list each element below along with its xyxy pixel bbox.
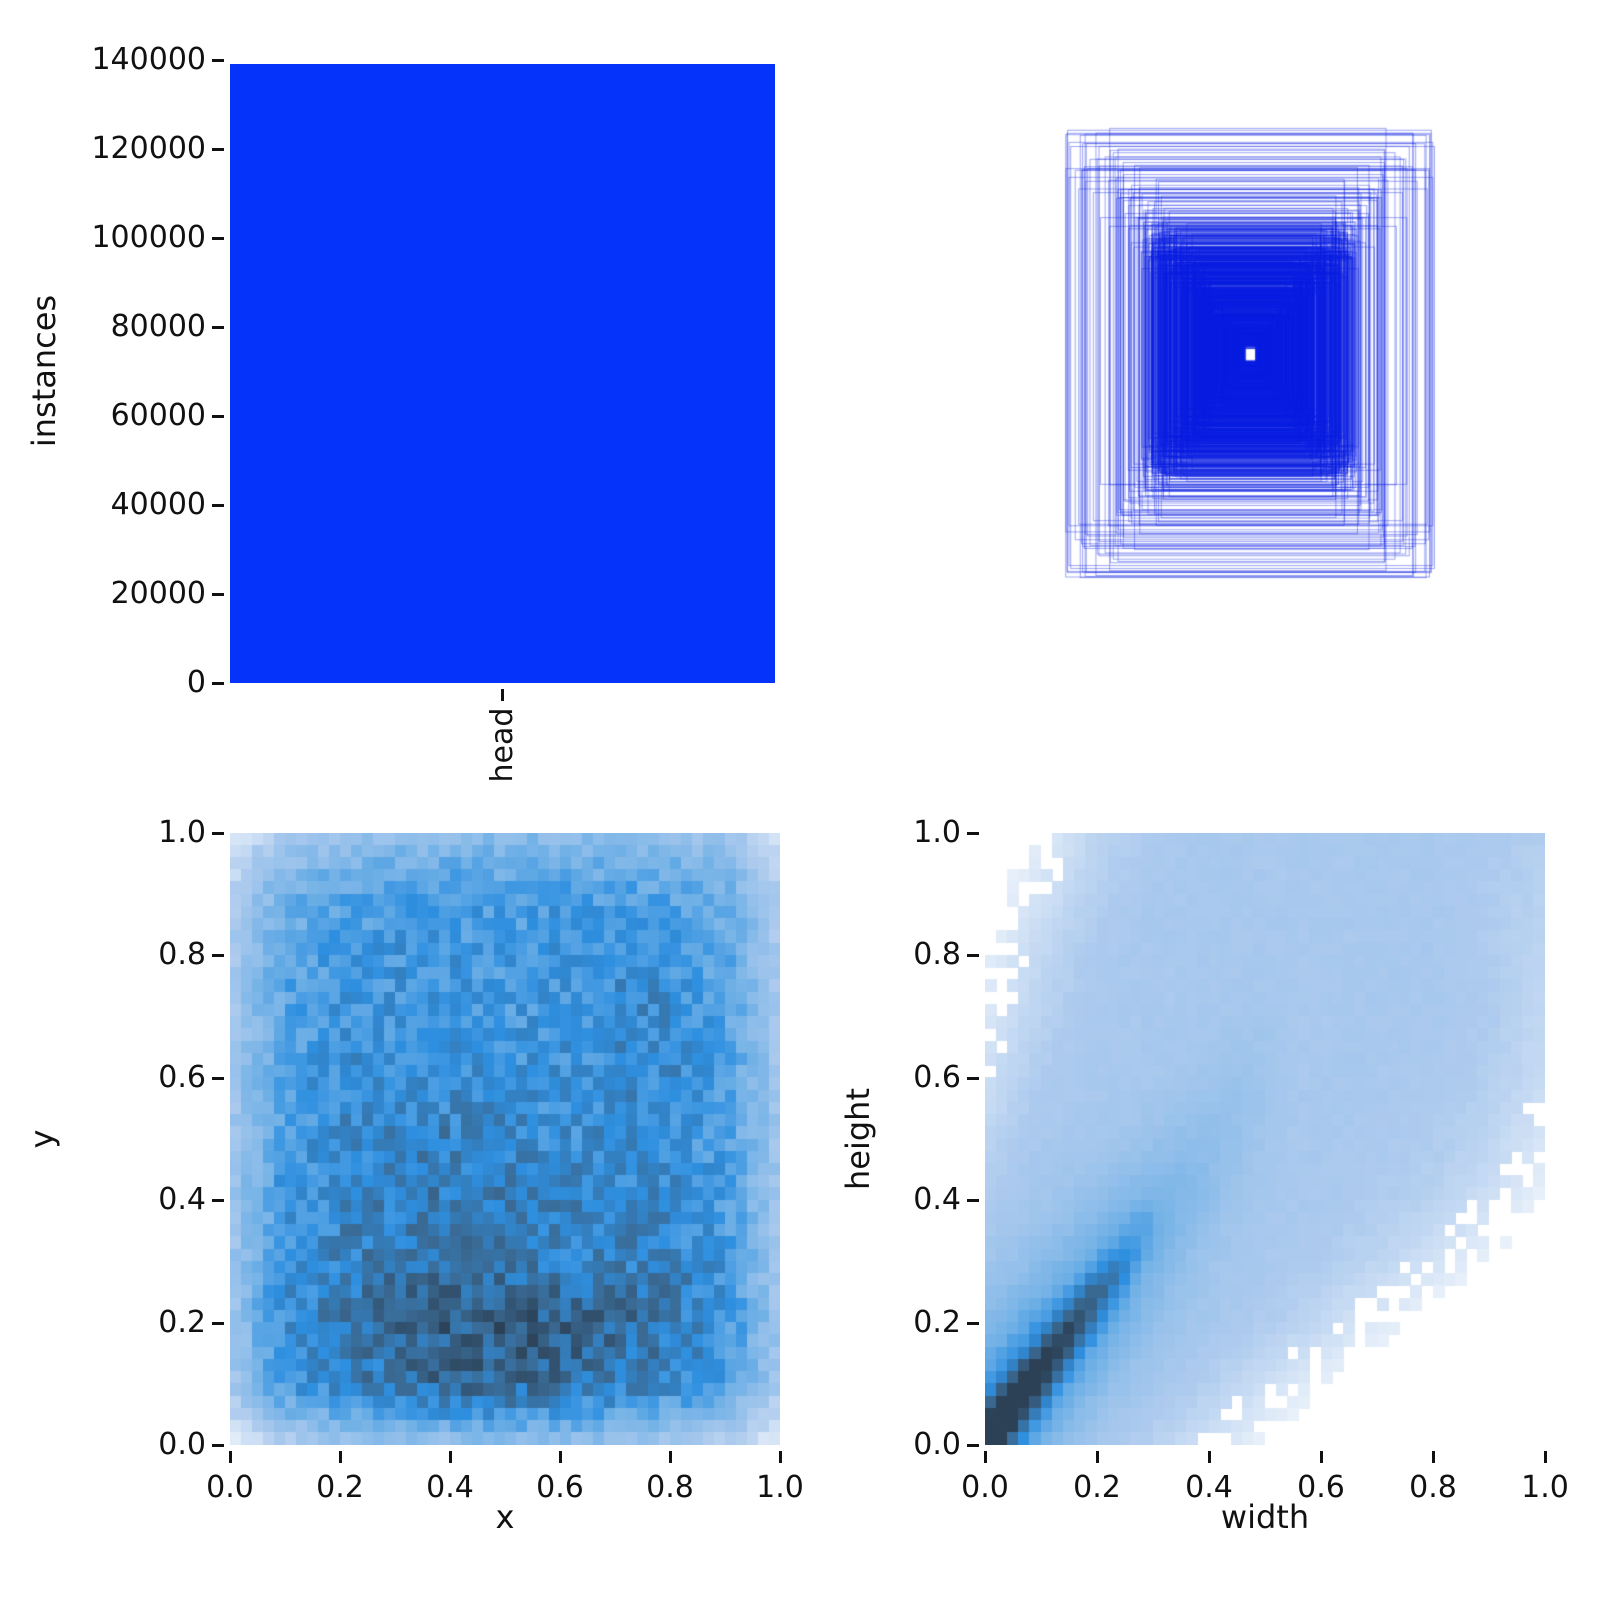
y-tick-mark bbox=[967, 1444, 979, 1447]
y-tick-label: 1.0 bbox=[158, 815, 206, 850]
y-axis-label-y: y bbox=[23, 1129, 61, 1149]
y-tick-mark bbox=[212, 682, 224, 685]
x-tick-label: 0.6 bbox=[1297, 1470, 1345, 1505]
y-tick-mark bbox=[212, 832, 224, 835]
y-tick-label: 80000 bbox=[110, 309, 206, 344]
y-tick-label: 100000 bbox=[91, 220, 206, 255]
x-tick-mark bbox=[1320, 1451, 1323, 1463]
y-tick-mark bbox=[212, 1199, 224, 1203]
bar-plot-area bbox=[230, 60, 775, 683]
y-tick-label: 0.0 bbox=[913, 1427, 961, 1462]
x-tick-mark bbox=[669, 1451, 672, 1463]
y-tick-mark bbox=[212, 504, 224, 507]
head-instances-bar bbox=[230, 64, 775, 683]
y-tick-label: 0.4 bbox=[158, 1182, 206, 1218]
y-tick-label: 1.0 bbox=[913, 815, 961, 850]
y-tick-mark bbox=[212, 237, 224, 240]
x-tick-label: 0.0 bbox=[961, 1470, 1009, 1505]
x-tick-mark-head bbox=[501, 689, 504, 701]
y-tick-mark bbox=[967, 832, 979, 835]
y-tick-label: 0.2 bbox=[913, 1304, 961, 1340]
y-tick-mark bbox=[212, 593, 224, 596]
y-tick-label: 120000 bbox=[91, 131, 206, 166]
y-tick-mark bbox=[212, 415, 224, 418]
x-tick-mark bbox=[229, 1451, 232, 1463]
x-tick-label: 1.0 bbox=[1521, 1470, 1569, 1505]
x-tick-mark bbox=[779, 1451, 782, 1463]
y-tick-label: 0.2 bbox=[158, 1304, 206, 1340]
y-tick-label: 0 bbox=[186, 665, 206, 700]
xy-heatmap-canvas bbox=[230, 833, 780, 1445]
y-tick-label: 20000 bbox=[110, 576, 206, 611]
y-tick-mark bbox=[212, 1076, 224, 1080]
x-axis-label-width: width bbox=[1220, 1498, 1310, 1536]
x-tick-label: 0.8 bbox=[646, 1470, 694, 1505]
bounding-boxes-canvas bbox=[1063, 126, 1438, 582]
y-tick-mark bbox=[967, 1076, 979, 1080]
wh-heatmap-canvas bbox=[985, 833, 1545, 1445]
x-tick-mark bbox=[1208, 1451, 1211, 1463]
x-tick-label: 0.4 bbox=[426, 1470, 474, 1505]
boxes-plot-area bbox=[1063, 126, 1438, 582]
y-tick-label: 0.6 bbox=[913, 1059, 961, 1095]
y-tick-label: 0.8 bbox=[158, 937, 206, 973]
y-tick-mark bbox=[967, 1199, 979, 1203]
y-tick-label: 140000 bbox=[91, 42, 206, 77]
y-tick-mark bbox=[212, 59, 224, 62]
x-tick-mark bbox=[1432, 1451, 1435, 1463]
x-tick-label: 1.0 bbox=[756, 1470, 804, 1505]
y-tick-mark bbox=[212, 1321, 224, 1325]
y-tick-mark bbox=[967, 1321, 979, 1325]
x-tick-mark bbox=[984, 1451, 987, 1463]
y-tick-mark bbox=[212, 1444, 224, 1447]
x-tick-mark bbox=[1096, 1451, 1099, 1463]
y-axis-label-height: height bbox=[839, 1088, 877, 1190]
y-tick-label: 0.0 bbox=[158, 1427, 206, 1462]
y-tick-mark bbox=[967, 954, 979, 958]
y-tick-label: 0.4 bbox=[913, 1182, 961, 1218]
wh-heatmap-area bbox=[985, 833, 1545, 1445]
y-tick-label: 40000 bbox=[110, 487, 206, 522]
x-tick-mark bbox=[339, 1451, 342, 1463]
x-tick-label: 0.0 bbox=[206, 1470, 254, 1505]
x-axis-label-x: x bbox=[495, 1498, 515, 1536]
x-tick-label: 0.6 bbox=[536, 1470, 584, 1505]
xy-heatmap-area bbox=[230, 833, 780, 1445]
y-tick-label: 0.6 bbox=[158, 1059, 206, 1095]
y-tick-label: 0.8 bbox=[913, 937, 961, 973]
x-tick-label: 0.2 bbox=[1073, 1470, 1121, 1505]
x-tick-mark bbox=[1544, 1451, 1547, 1463]
y-tick-label: 60000 bbox=[110, 398, 206, 433]
y-tick-mark bbox=[212, 326, 224, 329]
x-tick-label: 0.2 bbox=[316, 1470, 364, 1505]
x-tick-label: 0.8 bbox=[1409, 1470, 1457, 1505]
x-tick-label: 0.4 bbox=[1185, 1470, 1233, 1505]
y-tick-mark bbox=[212, 148, 224, 151]
x-tick-mark bbox=[559, 1451, 562, 1463]
y-tick-mark bbox=[212, 954, 224, 958]
x-tick-mark bbox=[449, 1451, 452, 1463]
